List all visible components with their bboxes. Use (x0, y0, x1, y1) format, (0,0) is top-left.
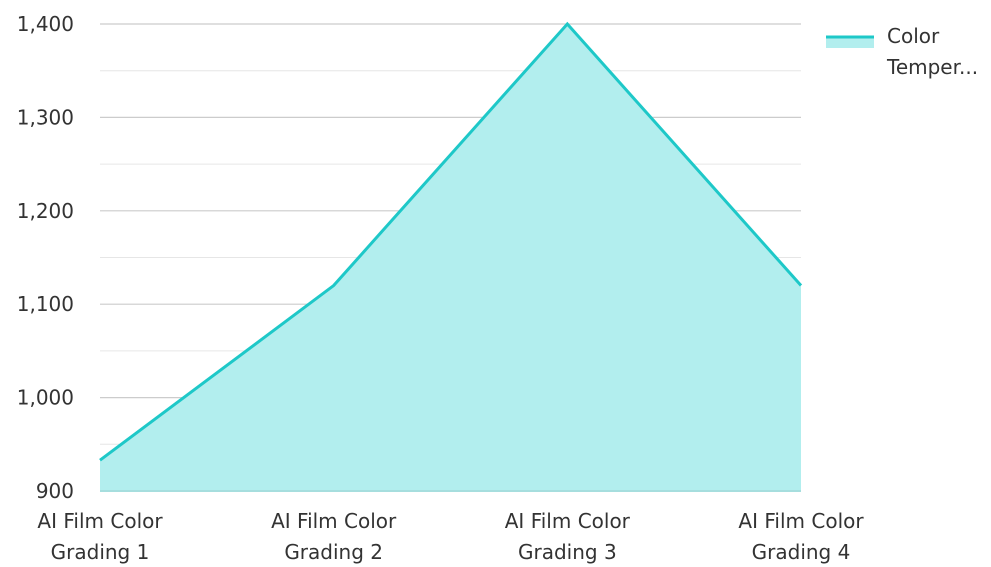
x-tick-label: AI Film Color (37, 509, 163, 533)
y-tick-label: 1,200 (17, 199, 74, 223)
y-tick-label: 900 (36, 479, 74, 503)
y-tick-label: 1,300 (17, 105, 74, 129)
x-tick-label: AI Film Color (738, 509, 864, 533)
area-fill (100, 24, 801, 491)
x-tick-label: AI Film Color (271, 509, 397, 533)
legend-label: Color (887, 24, 940, 48)
series-line (99, 21, 803, 462)
x-tick-label: Grading 4 (752, 540, 851, 564)
y-tick-label: 1,000 (17, 386, 74, 410)
x-tick-label: Grading 3 (518, 540, 617, 564)
area-series (99, 21, 803, 492)
legend[interactable]: Color Temper... (826, 24, 978, 79)
y-tick-label: 1,400 (17, 12, 74, 36)
y-tick-label: 1,100 (17, 292, 74, 316)
y-axis: 900 1,000 1,100 1,200 1,300 1,400 (17, 12, 74, 503)
x-tick-label: Grading 2 (284, 540, 383, 564)
legend-label: Temper... (886, 55, 978, 79)
x-axis: AI Film Color Grading 1 AI Film Color Gradi… (37, 509, 864, 564)
x-tick-label: Grading 1 (51, 540, 150, 564)
legend-swatch-fill (826, 37, 874, 48)
x-tick-label: AI Film Color (505, 509, 631, 533)
